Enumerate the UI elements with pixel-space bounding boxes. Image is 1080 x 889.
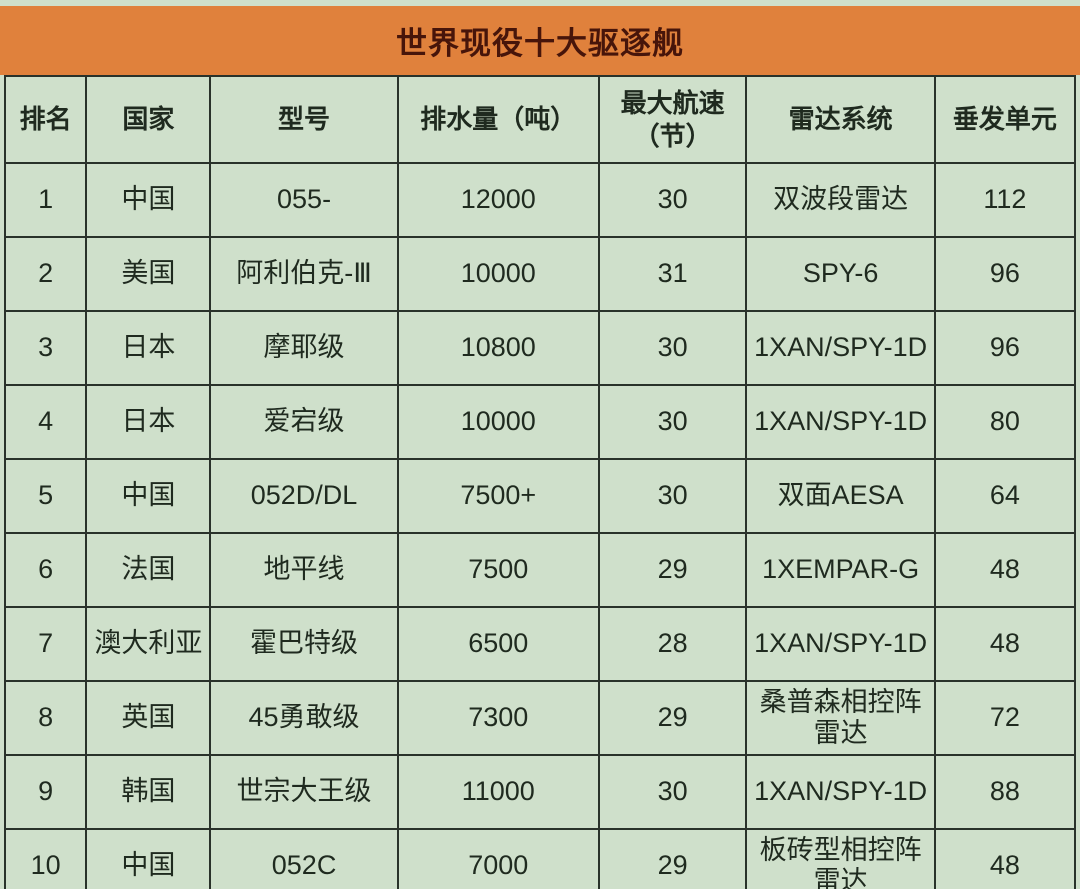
cell-model: 055- bbox=[209, 162, 399, 238]
cell-rank: 4 bbox=[3, 384, 88, 460]
cell-radar: 双面AESA bbox=[745, 458, 936, 534]
cell-vls: 96 bbox=[933, 236, 1077, 312]
header-max-speed: 最大航速（节） bbox=[597, 75, 748, 164]
cell-country: 日本 bbox=[85, 384, 212, 460]
title-bar: 世界现役十大驱逐舰 bbox=[0, 6, 1080, 75]
cell-max-speed: 29 bbox=[597, 532, 748, 608]
cell-model: 爱宕级 bbox=[209, 384, 399, 460]
cell-displacement: 7500+ bbox=[396, 458, 600, 534]
cell-country: 日本 bbox=[85, 310, 212, 386]
table-body: 1 中国 055- 12000 30 双波段雷达 112 2 美国 阿利伯克-Ⅲ… bbox=[3, 162, 1077, 889]
table-row: 4 日本 爱宕级 10000 30 1XAN/SPY-1D 80 bbox=[3, 384, 1077, 460]
cell-rank: 7 bbox=[3, 606, 88, 682]
cell-country: 中国 bbox=[85, 828, 212, 889]
cell-max-speed: 30 bbox=[597, 458, 748, 534]
cell-vls: 112 bbox=[933, 162, 1077, 238]
cell-rank: 5 bbox=[3, 458, 88, 534]
cell-model: 霍巴特级 bbox=[209, 606, 399, 682]
cell-max-speed: 29 bbox=[597, 680, 748, 756]
header-displacement: 排水量（吨） bbox=[396, 75, 600, 164]
cell-vls: 96 bbox=[933, 310, 1077, 386]
cell-model: 阿利伯克-Ⅲ bbox=[209, 236, 399, 312]
cell-max-speed: 30 bbox=[597, 162, 748, 238]
cell-radar: 双波段雷达 bbox=[745, 162, 936, 238]
cell-radar: 1XAN/SPY-1D bbox=[745, 754, 936, 830]
cell-model: 45勇敢级 bbox=[209, 680, 399, 756]
cell-vls: 48 bbox=[933, 606, 1077, 682]
cell-radar: 1XAN/SPY-1D bbox=[745, 606, 936, 682]
cell-rank: 9 bbox=[3, 754, 88, 830]
cell-radar: 1XEMPAR-G bbox=[745, 532, 936, 608]
cell-max-speed: 30 bbox=[597, 310, 748, 386]
cell-vls: 88 bbox=[933, 754, 1077, 830]
cell-max-speed: 30 bbox=[597, 384, 748, 460]
header-row: 排名 国家 型号 排水量（吨） 最大航速（节） 雷达系统 垂发单元 bbox=[3, 75, 1077, 164]
cell-radar: 桑普森相控阵雷达 bbox=[745, 680, 936, 756]
header-country: 国家 bbox=[85, 75, 212, 164]
cell-country: 中国 bbox=[85, 458, 212, 534]
cell-radar: 板砖型相控阵雷达 bbox=[745, 828, 936, 889]
cell-vls: 48 bbox=[933, 828, 1077, 889]
cell-country: 法国 bbox=[85, 532, 212, 608]
cell-model: 052C bbox=[209, 828, 399, 889]
cell-radar: 1XAN/SPY-1D bbox=[745, 310, 936, 386]
cell-radar: SPY-6 bbox=[745, 236, 936, 312]
destroyer-table: 排名 国家 型号 排水量（吨） 最大航速（节） 雷达系统 垂发单元 1 中国 0… bbox=[3, 75, 1077, 889]
cell-displacement: 7500 bbox=[396, 532, 600, 608]
cell-displacement: 10800 bbox=[396, 310, 600, 386]
cell-rank: 6 bbox=[3, 532, 88, 608]
table-row: 6 法国 地平线 7500 29 1XEMPAR-G 48 bbox=[3, 532, 1077, 608]
cell-country: 美国 bbox=[85, 236, 212, 312]
cell-country: 中国 bbox=[85, 162, 212, 238]
header-rank: 排名 bbox=[3, 75, 88, 164]
cell-max-speed: 30 bbox=[597, 754, 748, 830]
cell-model: 052D/DL bbox=[209, 458, 399, 534]
table-row: 1 中国 055- 12000 30 双波段雷达 112 bbox=[3, 162, 1077, 238]
cell-displacement: 7000 bbox=[396, 828, 600, 889]
header-vls: 垂发单元 bbox=[933, 75, 1077, 164]
table-header: 排名 国家 型号 排水量（吨） 最大航速（节） 雷达系统 垂发单元 bbox=[3, 75, 1077, 164]
cell-vls: 64 bbox=[933, 458, 1077, 534]
cell-max-speed: 29 bbox=[597, 828, 748, 889]
cell-vls: 48 bbox=[933, 532, 1077, 608]
table-row: 9 韩国 世宗大王级 11000 30 1XAN/SPY-1D 88 bbox=[3, 754, 1077, 830]
cell-rank: 2 bbox=[3, 236, 88, 312]
cell-country: 澳大利亚 bbox=[85, 606, 212, 682]
cell-model: 地平线 bbox=[209, 532, 399, 608]
cell-rank: 3 bbox=[3, 310, 88, 386]
cell-rank: 10 bbox=[3, 828, 88, 889]
cell-displacement: 12000 bbox=[396, 162, 600, 238]
table-row: 7 澳大利亚 霍巴特级 6500 28 1XAN/SPY-1D 48 bbox=[3, 606, 1077, 682]
cell-displacement: 7300 bbox=[396, 680, 600, 756]
cell-rank: 8 bbox=[3, 680, 88, 756]
table-row: 2 美国 阿利伯克-Ⅲ 10000 31 SPY-6 96 bbox=[3, 236, 1077, 312]
header-model: 型号 bbox=[209, 75, 399, 164]
page-title: 世界现役十大驱逐舰 bbox=[396, 26, 684, 61]
cell-country: 韩国 bbox=[85, 754, 212, 830]
cell-displacement: 10000 bbox=[396, 236, 600, 312]
table-row: 3 日本 摩耶级 10800 30 1XAN/SPY-1D 96 bbox=[3, 310, 1077, 386]
table-row: 5 中国 052D/DL 7500+ 30 双面AESA 64 bbox=[3, 458, 1077, 534]
cell-vls: 80 bbox=[933, 384, 1077, 460]
cell-displacement: 11000 bbox=[396, 754, 600, 830]
cell-model: 摩耶级 bbox=[209, 310, 399, 386]
cell-displacement: 6500 bbox=[396, 606, 600, 682]
cell-country: 英国 bbox=[85, 680, 212, 756]
cell-max-speed: 31 bbox=[597, 236, 748, 312]
header-radar: 雷达系统 bbox=[745, 75, 936, 164]
cell-vls: 72 bbox=[933, 680, 1077, 756]
cell-rank: 1 bbox=[3, 162, 88, 238]
table-row: 8 英国 45勇敢级 7300 29 桑普森相控阵雷达 72 bbox=[3, 680, 1077, 756]
cell-displacement: 10000 bbox=[396, 384, 600, 460]
table-row: 10 中国 052C 7000 29 板砖型相控阵雷达 48 bbox=[3, 828, 1077, 889]
cell-radar: 1XAN/SPY-1D bbox=[745, 384, 936, 460]
cell-model: 世宗大王级 bbox=[209, 754, 399, 830]
cell-max-speed: 28 bbox=[597, 606, 748, 682]
